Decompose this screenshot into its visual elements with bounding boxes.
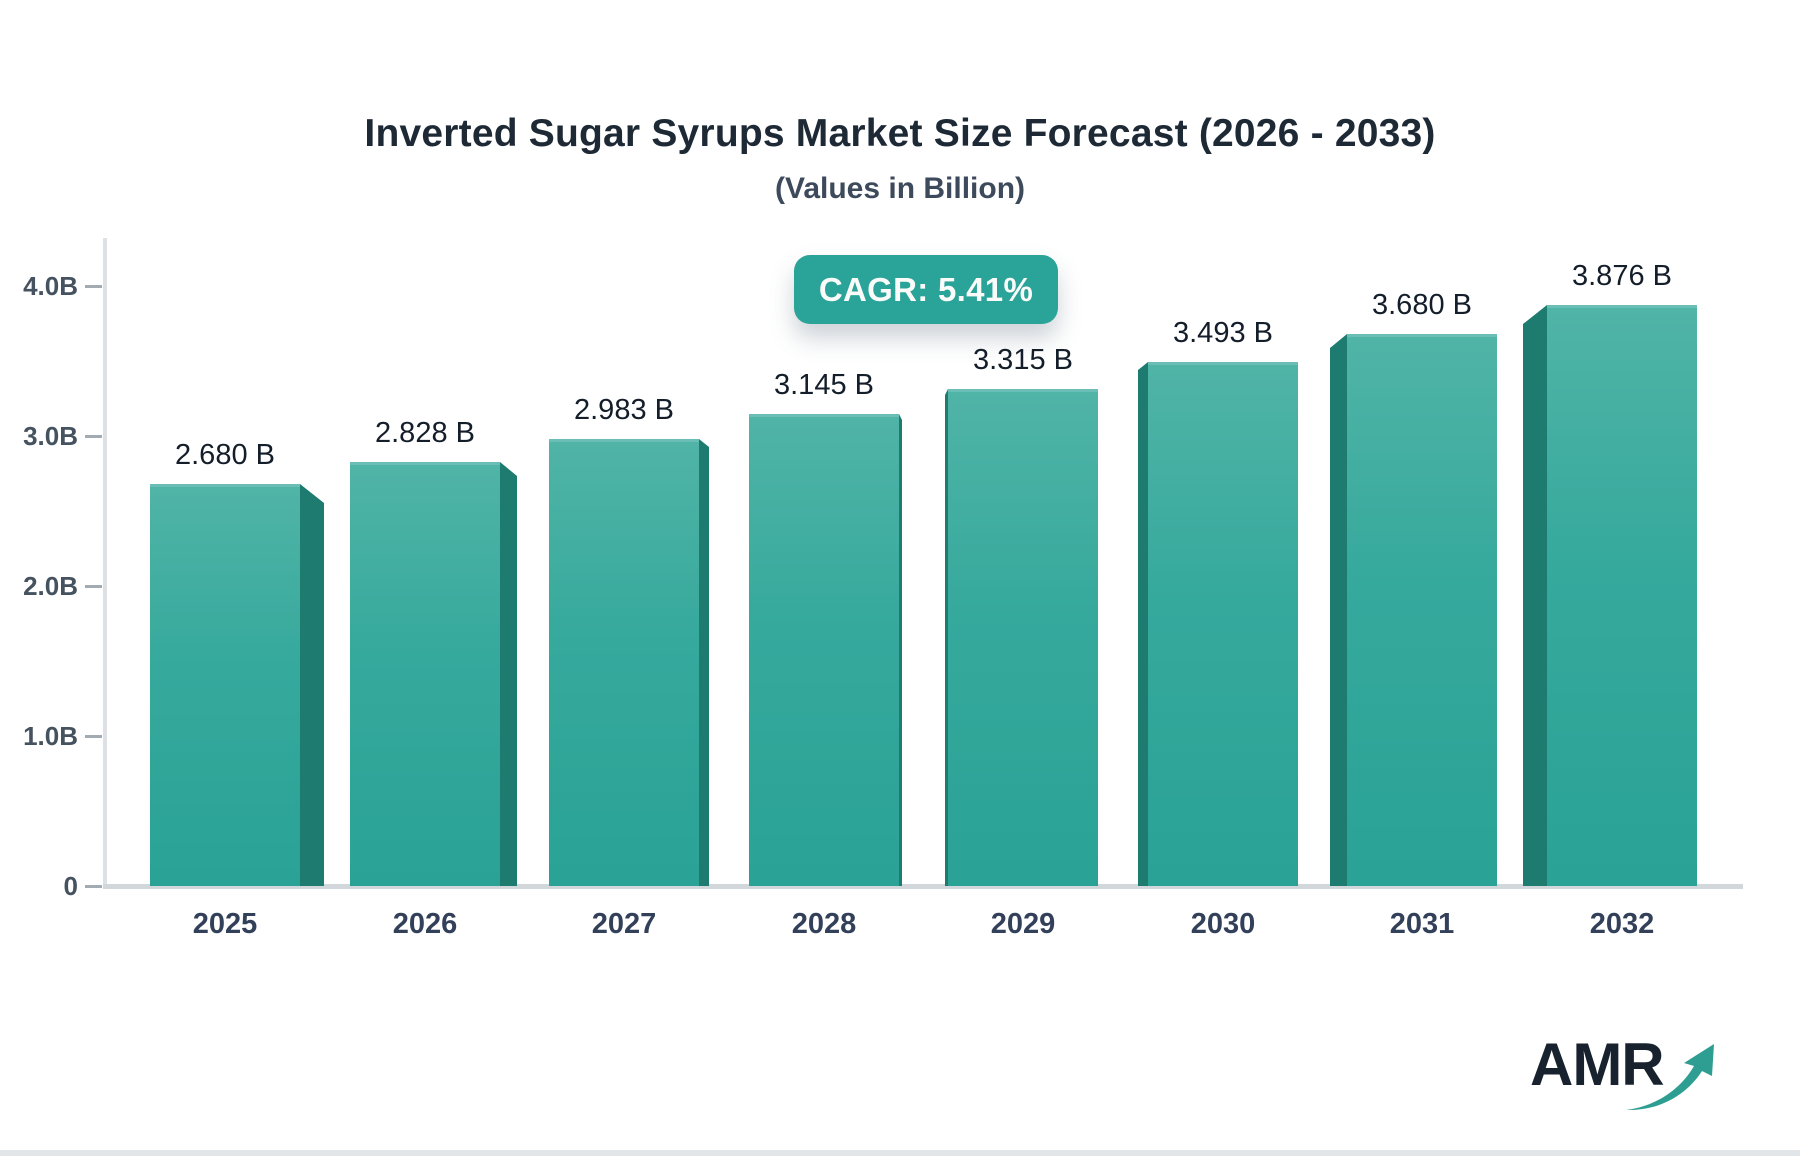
bar-value-label: 2.983 B [574,394,674,426]
chart-title: Inverted Sugar Syrups Market Size Foreca… [364,112,1436,155]
bar-value-label: 2.828 B [375,417,475,449]
y-axis-tick-label: 3.0B [23,421,78,451]
y-axis-tick-mark [85,285,102,288]
bar-value-label: 2.680 B [175,439,275,471]
bar-3d-side-2029 [945,389,948,886]
x-axis-label-2030: 2030 [1190,908,1256,940]
bar-2029 [948,389,1098,886]
y-axis-tick-mark [85,885,102,888]
x-axis-label-2026: 2026 [392,908,458,940]
x-axis-baseline [103,884,1743,889]
x-axis-label-2025: 2025 [192,908,258,940]
x-axis-label-2031: 2031 [1389,908,1455,940]
bar-value-label: 3.680 B [1372,289,1472,321]
cagr-badge-label: CAGR: 5.41% [818,270,1034,308]
y-axis-tick-label: 4.0B [23,271,78,301]
bar-3d-side-2030 [1138,362,1148,886]
bar-3d-side-2026 [500,462,517,886]
bar-2025 [150,484,300,886]
bar-3d-side-2032 [1523,305,1547,886]
brand-logo: AMR [1520,1022,1730,1112]
bar-2028 [749,414,899,886]
bar-value-label: 3.315 B [973,344,1073,376]
cagr-badge: CAGR: 5.41% [794,255,1058,324]
bar-2031 [1347,334,1497,886]
y-axis-tick-mark [85,585,102,588]
y-axis-tick-mark [85,435,102,438]
brand-logo-text: AMR [1530,1031,1665,1098]
x-axis-label-2029: 2029 [990,908,1056,940]
bar-3d-side-2028 [899,414,902,886]
bar-value-label: 3.876 B [1572,260,1672,292]
bar-3d-side-2027 [699,439,709,886]
bar-3d-side-2031 [1330,334,1347,886]
bar-2027 [549,439,699,886]
page-bottom-edge [0,1150,1800,1156]
bar-value-label: 3.493 B [1173,317,1273,349]
y-axis-tick-label: 1.0B [23,721,78,751]
bar-value-label: 3.145 B [774,369,874,401]
chart-subtitle: (Values in Billion) [774,172,1026,205]
bar-3d-side-2025 [300,484,324,886]
growth-arrow-icon [1626,1044,1714,1111]
bar-2030 [1148,362,1298,886]
x-axis-label-2032: 2032 [1589,908,1655,940]
y-axis-tick-label: 0 [63,871,78,901]
x-axis-label-2028: 2028 [791,908,857,940]
bar-2032 [1547,305,1697,886]
x-axis-label-2027: 2027 [591,908,657,940]
bar-2026 [350,462,500,886]
y-axis-tick-label: 2.0B [23,571,78,601]
y-axis-line [103,238,107,886]
y-axis-tick-mark [85,735,102,738]
